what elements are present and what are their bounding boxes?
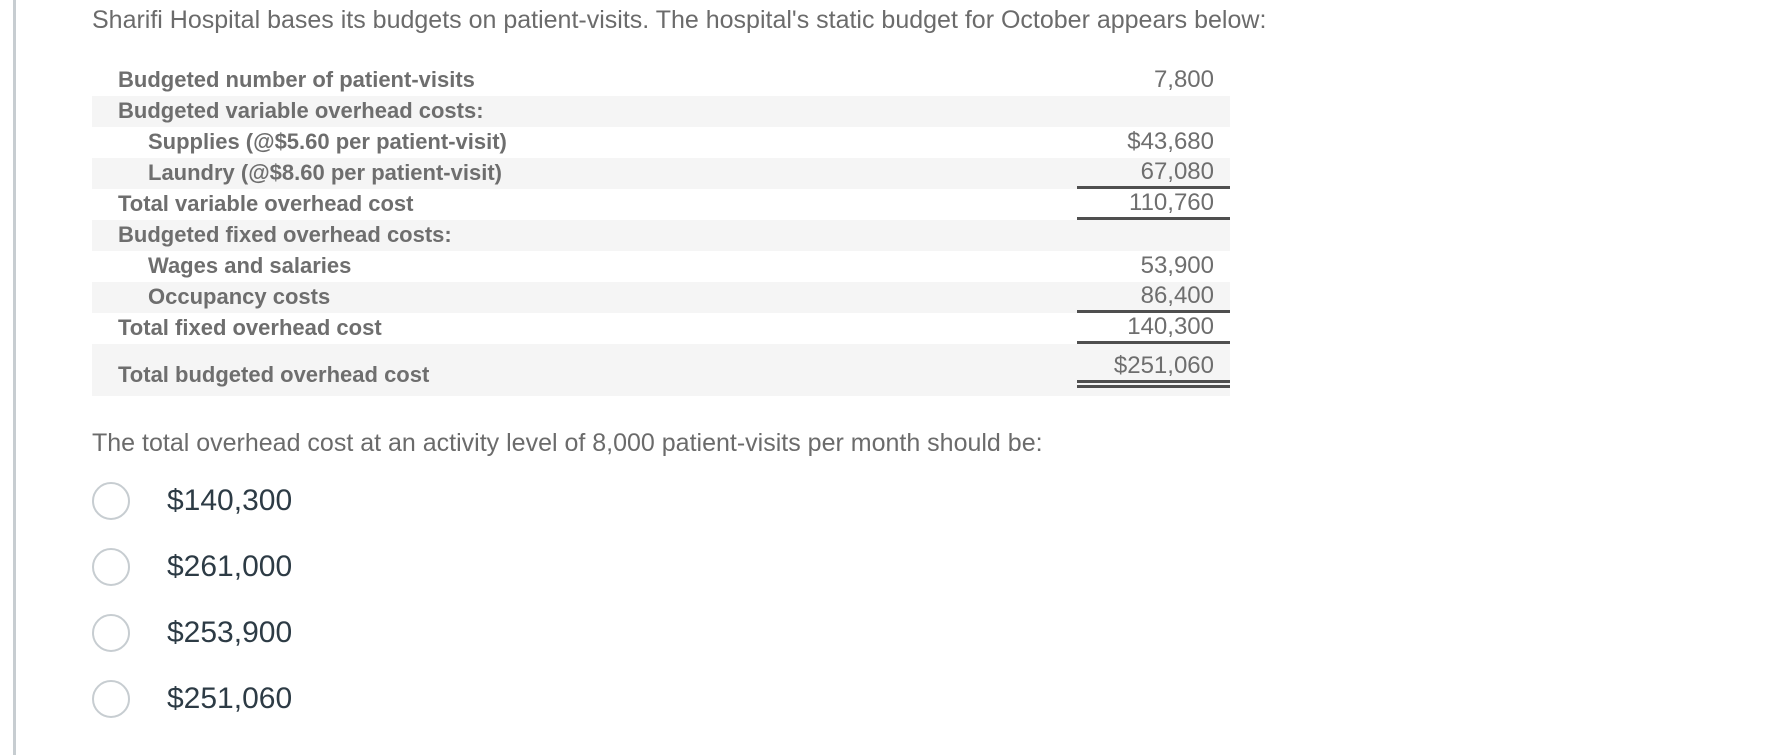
row-value: 140,300	[1127, 312, 1214, 340]
budget-table: Budgeted number of patient-visits 7,800 …	[92, 65, 1230, 396]
row-label: Budgeted variable overhead costs:	[118, 98, 484, 124]
table-row: Total fixed overhead cost 140,300	[92, 313, 1230, 344]
table-row: Laundry (@$8.60 per patient-visit) 67,08…	[92, 157, 1230, 189]
row-value-cell: 86,400	[1077, 282, 1230, 313]
row-value: 86,400	[1140, 281, 1214, 309]
row-value: 7,800	[1153, 66, 1214, 94]
answer-option-label: $253,900	[167, 615, 293, 649]
row-value-cell: 140,300	[1077, 313, 1230, 344]
row-value: 67,080	[1140, 157, 1214, 185]
row-value-cell: 53,900	[1077, 252, 1230, 280]
radio-button-icon[interactable]	[92, 481, 130, 520]
row-value-cell: $251,060	[1077, 352, 1230, 388]
row-label: Total fixed overhead cost	[118, 315, 382, 341]
answer-option-label: $251,060	[167, 681, 293, 715]
row-label: Supplies (@$5.60 per patient-visit)	[148, 129, 507, 155]
row-value: 53,900	[1140, 252, 1214, 280]
row-value: $251,060	[1113, 351, 1214, 379]
row-label: Budgeted fixed overhead costs:	[118, 222, 452, 248]
panel-left-border	[13, 0, 16, 755]
row-label: Total variable overhead cost	[118, 191, 414, 217]
question-intro: Sharifi Hospital bases its budgets on pa…	[92, 6, 1267, 34]
row-label: Wages and salaries	[148, 253, 352, 279]
table-row: Wages and salaries 53,900	[92, 251, 1230, 282]
answer-option-label: $261,000	[167, 549, 293, 583]
answer-option[interactable]: $253,900	[92, 612, 292, 654]
radio-button-icon[interactable]	[92, 679, 130, 718]
table-row: Budgeted fixed overhead costs:	[92, 219, 1230, 251]
row-value-cell: 7,800	[1077, 66, 1230, 94]
row-value: $43,680	[1127, 128, 1214, 156]
answer-option-label: $140,300	[167, 483, 293, 517]
answer-options: $140,300 $261,000 $253,900 $251,060	[92, 480, 1781, 720]
answer-option[interactable]: $140,300	[92, 480, 292, 522]
table-row: Budgeted variable overhead costs:	[92, 95, 1230, 127]
answer-option[interactable]: $261,000	[92, 546, 292, 588]
table-row: Supplies (@$5.60 per patient-visit) $43,…	[92, 127, 1230, 158]
row-label: Occupancy costs	[148, 284, 331, 310]
row-label: Total budgeted overhead cost	[118, 361, 430, 387]
table-row: Total variable overhead cost 110,760	[92, 189, 1230, 220]
row-value: 110,760	[1129, 188, 1214, 216]
answer-option[interactable]: $251,060	[92, 678, 292, 720]
question-panel: Sharifi Hospital bases its budgets on pa…	[92, 6, 1781, 720]
table-row: Budgeted number of patient-visits 7,800	[92, 65, 1230, 96]
table-row: Occupancy costs 86,400	[92, 281, 1230, 313]
question-prompt: The total overhead cost at an activity l…	[92, 428, 1043, 457]
row-label: Budgeted number of patient-visits	[118, 67, 475, 93]
radio-button-icon[interactable]	[92, 613, 130, 652]
row-value-cell: 67,080	[1077, 158, 1230, 189]
radio-button-icon[interactable]	[92, 547, 130, 586]
row-value-cell: $43,680	[1077, 128, 1230, 156]
row-label: Laundry (@$8.60 per patient-visit)	[148, 160, 502, 186]
table-row: Total budgeted overhead cost $251,060	[92, 343, 1230, 396]
row-value-cell: 110,760	[1077, 189, 1230, 220]
